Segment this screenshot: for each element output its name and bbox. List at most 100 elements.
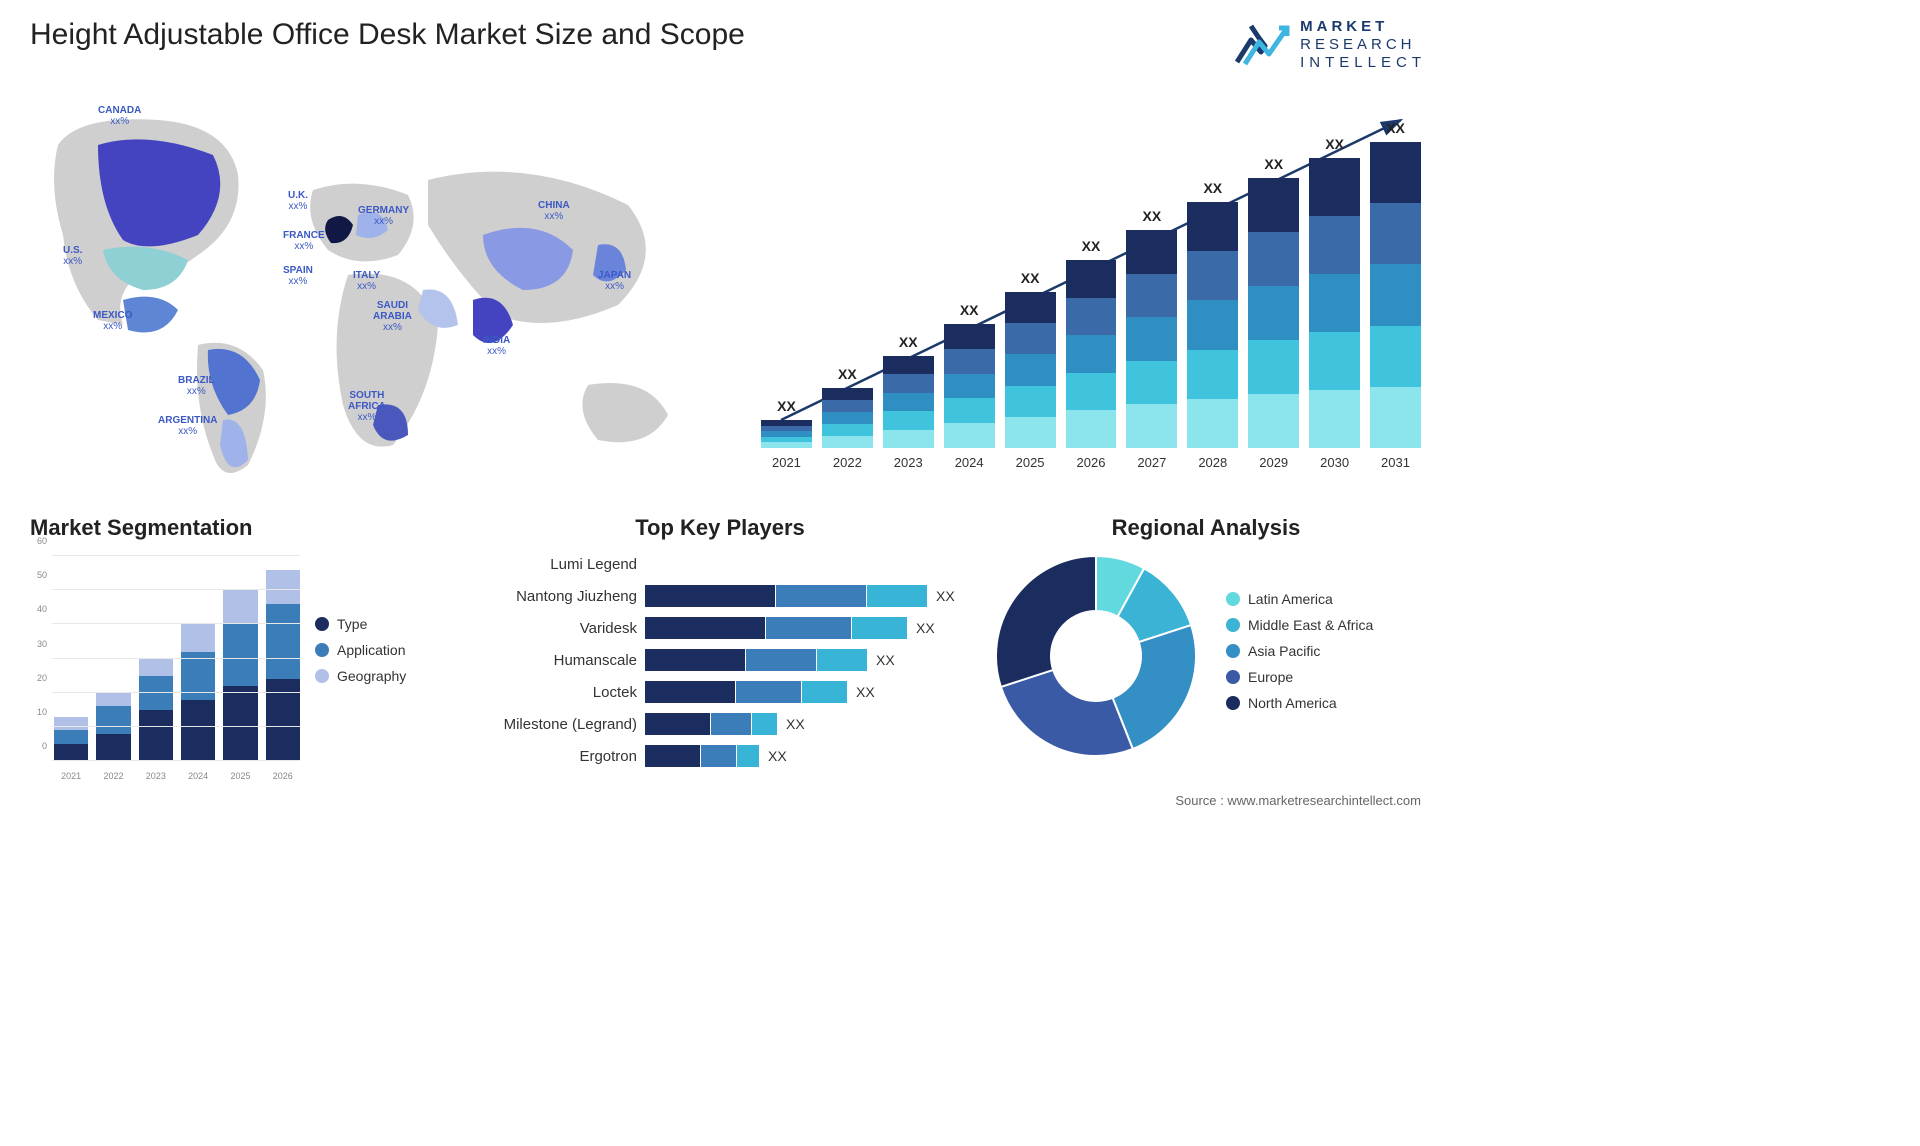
regional-legend: Latin America Middle East & Africa Asia Pa…	[1226, 591, 1373, 721]
seg-bar	[54, 717, 88, 761]
segmentation-legend: Type Application Geography	[315, 616, 406, 694]
seg-y-tick: 30	[37, 639, 47, 649]
region-legend-item: Asia Pacific	[1226, 643, 1373, 659]
growth-year-label: 2031	[1370, 455, 1421, 470]
growth-year-label: 2022	[822, 455, 873, 470]
country-label: CHINAxx%	[538, 200, 570, 222]
logo-line3: INTELLECT	[1300, 54, 1426, 72]
seg-bar	[223, 590, 257, 761]
seg-year-label: 2024	[181, 771, 215, 781]
seg-bar	[139, 659, 173, 762]
players-section: Top Key Players Lumi LegendNantong Jiuzh…	[470, 515, 970, 775]
seg-y-tick: 0	[42, 741, 47, 751]
growth-bar: XX	[1126, 230, 1177, 448]
growth-bar-label: XX	[822, 366, 873, 382]
player-row: VarideskXX	[470, 615, 970, 641]
seg-y-tick: 40	[37, 604, 47, 614]
regional-section: Regional Analysis Latin America Middle Ea…	[991, 515, 1421, 761]
country-label: ARGENTINAxx%	[158, 415, 217, 437]
logo-line2: RESEARCH	[1300, 36, 1426, 54]
seg-year-label: 2026	[266, 771, 300, 781]
players-title: Top Key Players	[470, 515, 970, 541]
brand-logo: MARKET RESEARCH INTELLECT	[1235, 18, 1426, 72]
region-legend-item: Latin America	[1226, 591, 1373, 607]
growth-bar-label: XX	[1187, 180, 1238, 196]
country-label: SPAINxx%	[283, 265, 313, 287]
country-label: CANADAxx%	[98, 105, 141, 127]
seg-gridline	[52, 623, 300, 624]
player-row: LoctekXX	[470, 679, 970, 705]
country-label: MEXICOxx%	[93, 310, 132, 332]
country-label: SAUDIARABIAxx%	[373, 300, 412, 333]
donut-slice	[1001, 670, 1133, 756]
seg-bar	[266, 570, 300, 761]
growth-year-label: 2021	[761, 455, 812, 470]
seg-year-label: 2025	[223, 771, 257, 781]
seg-gridline	[52, 760, 300, 761]
seg-y-tick: 10	[37, 707, 47, 717]
growth-bar-label: XX	[883, 334, 934, 350]
player-row: Milestone (Legrand)XX	[470, 711, 970, 737]
country-label: SOUTHAFRICAxx%	[348, 390, 386, 423]
growth-year-label: 2027	[1126, 455, 1177, 470]
seg-year-label: 2023	[139, 771, 173, 781]
growth-year-label: 2030	[1309, 455, 1360, 470]
growth-bar: XX	[1248, 178, 1299, 448]
growth-bar: XX	[1370, 142, 1421, 448]
growth-year-label: 2026	[1066, 455, 1117, 470]
seg-year-label: 2022	[96, 771, 130, 781]
seg-gridline	[52, 726, 300, 727]
donut-slice	[996, 556, 1096, 687]
seg-gridline	[52, 658, 300, 659]
growth-year-label: 2024	[944, 455, 995, 470]
seg-y-tick: 50	[37, 570, 47, 580]
regional-donut	[991, 551, 1201, 761]
region-legend-item: Middle East & Africa	[1226, 617, 1373, 633]
growth-bar: XX	[944, 324, 995, 448]
growth-bar-label: XX	[761, 398, 812, 414]
growth-year-label: 2025	[1005, 455, 1056, 470]
seg-legend-item: Geography	[315, 668, 406, 684]
country-label: FRANCExx%	[283, 230, 325, 252]
logo-line1: MARKET	[1300, 18, 1426, 36]
regional-title: Regional Analysis	[991, 515, 1421, 541]
growth-chart: XXXXXXXXXXXXXXXXXXXXXX 20212022202320242…	[761, 90, 1421, 470]
region-legend-item: North America	[1226, 695, 1373, 711]
source-text: Source : www.marketresearchintellect.com	[1175, 793, 1421, 808]
seg-y-tick: 60	[37, 536, 47, 546]
growth-bar-label: XX	[1126, 208, 1177, 224]
country-label: ITALYxx%	[353, 270, 380, 292]
segmentation-chart: 0102030405060 202120222023202420252026	[30, 551, 300, 781]
seg-legend-item: Application	[315, 642, 406, 658]
growth-bar: XX	[822, 388, 873, 448]
seg-gridline	[52, 555, 300, 556]
country-label: INDIAxx%	[483, 335, 510, 357]
country-label: BRAZILxx%	[178, 375, 215, 397]
segmentation-section: Market Segmentation 0102030405060 202120…	[30, 515, 450, 781]
country-label: JAPANxx%	[598, 270, 631, 292]
world-map: CANADAxx% U.S.xx% MEXICOxx% BRAZILxx% ARGENT…	[28, 85, 708, 485]
seg-gridline	[52, 589, 300, 590]
growth-year-label: 2029	[1248, 455, 1299, 470]
growth-bar-label: XX	[1370, 120, 1421, 136]
player-row: ErgotronXX	[470, 743, 970, 769]
page-title: Height Adjustable Office Desk Market Siz…	[30, 18, 745, 52]
segmentation-title: Market Segmentation	[30, 515, 450, 541]
growth-bar-label: XX	[944, 302, 995, 318]
growth-bar: XX	[1005, 292, 1056, 448]
region-legend-item: Europe	[1226, 669, 1373, 685]
seg-bar	[181, 624, 215, 761]
growth-bar: XX	[883, 356, 934, 448]
growth-year-label: 2028	[1187, 455, 1238, 470]
logo-icon	[1235, 22, 1290, 68]
seg-legend-item: Type	[315, 616, 406, 632]
country-label: U.S.xx%	[63, 245, 82, 267]
growth-bar-label: XX	[1005, 270, 1056, 286]
seg-gridline	[52, 692, 300, 693]
growth-bar: XX	[1309, 158, 1360, 448]
growth-bar: XX	[761, 420, 812, 448]
growth-bar-label: XX	[1309, 136, 1360, 152]
seg-y-tick: 20	[37, 673, 47, 683]
growth-bar: XX	[1066, 260, 1117, 448]
player-row: Lumi Legend	[470, 551, 970, 577]
